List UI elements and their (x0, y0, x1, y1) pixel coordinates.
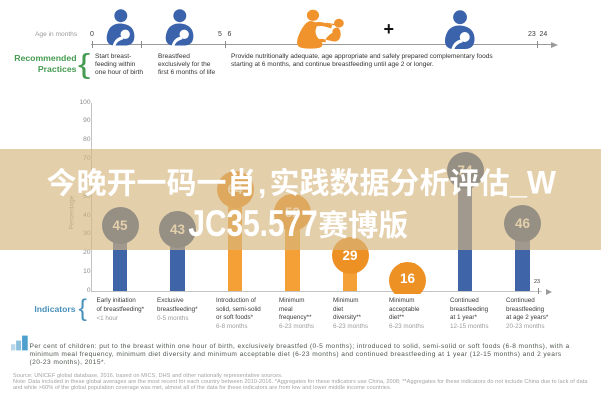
svg-text:JC35.577: JC35.577 (188, 202, 317, 244)
svg-text:,: , (258, 168, 266, 201)
svg-text:_W: _W (509, 165, 557, 201)
